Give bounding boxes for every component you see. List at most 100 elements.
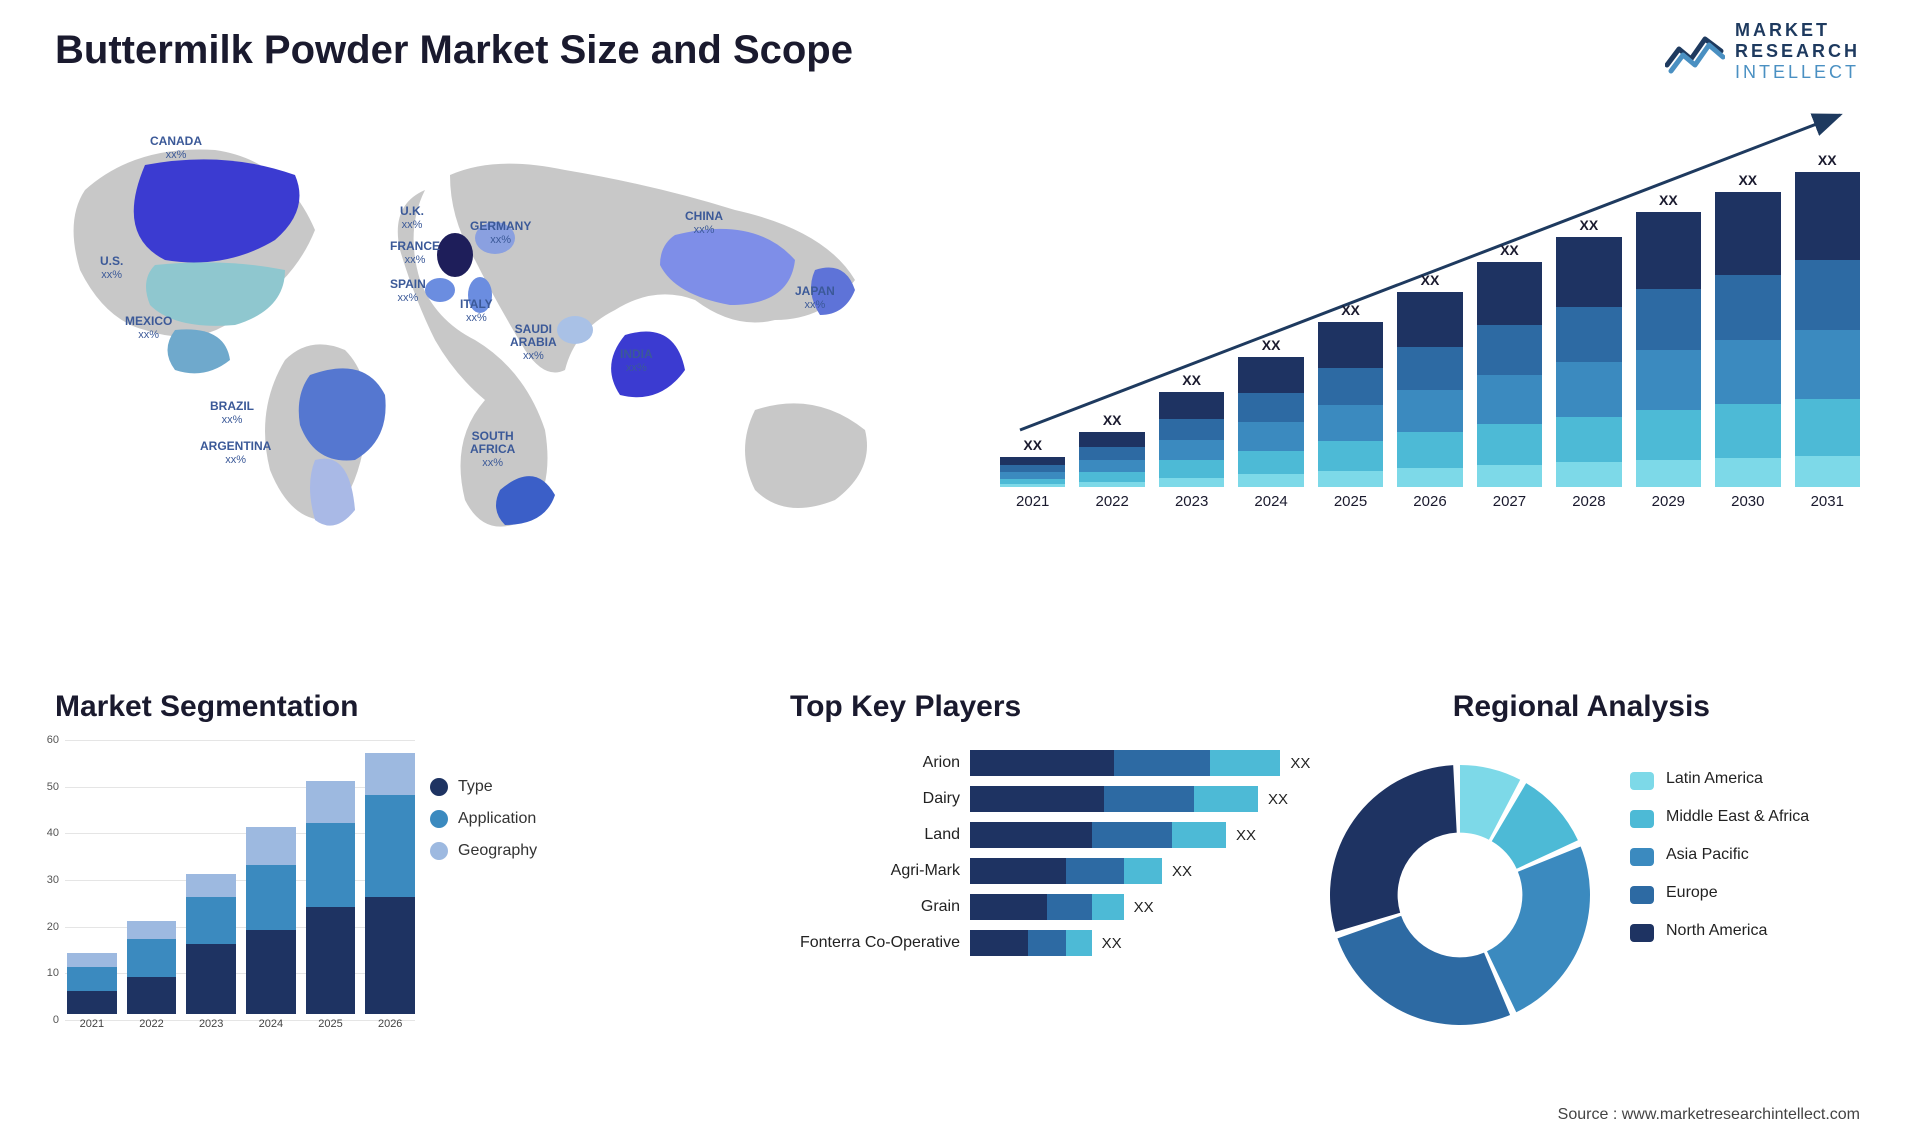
legend-label: Geography xyxy=(458,842,537,860)
region-legend-item: North America xyxy=(1630,922,1860,942)
map-label-south-africa: SOUTHAFRICAxx% xyxy=(470,430,515,470)
segmentation-legend: Type Application Geography xyxy=(430,778,537,874)
map-label-spain: SPAINxx% xyxy=(390,278,426,304)
map-label-japan: JAPANxx% xyxy=(795,285,835,311)
logo-text-1: MARKET xyxy=(1735,20,1860,41)
legend-label: Type xyxy=(458,778,493,796)
growth-bar-year: 2028 xyxy=(1572,493,1605,510)
growth-bar-2031: XX 2031 xyxy=(1795,152,1860,510)
regional-legend: Latin America Middle East & Africa Asia Pa… xyxy=(1630,770,1860,960)
region-legend-item: Asia Pacific xyxy=(1630,846,1860,866)
map-label-saudi-arabia: SAUDIARABIAxx% xyxy=(510,323,557,363)
seg-legend-item: Application xyxy=(430,810,537,828)
keyplayer-label: Agri-Mark xyxy=(780,862,970,880)
seg-bar-year: 2021 xyxy=(80,1018,104,1030)
keyplayer-value: XX xyxy=(1290,755,1310,772)
region-legend-label: Latin America xyxy=(1666,770,1763,788)
seg-ytick: 50 xyxy=(35,781,59,793)
segmentation-heading: Market Segmentation xyxy=(55,690,358,724)
legend-dot xyxy=(430,810,448,828)
segmentation-chart: 202120222023202420252026 0102030405060 xyxy=(35,740,415,1060)
keyplayer-value: XX xyxy=(1236,827,1256,844)
growth-bar-2022: XX2022 xyxy=(1079,412,1144,510)
growth-bar-value: XX xyxy=(1580,217,1599,233)
region-legend-item: Middle East & Africa xyxy=(1630,808,1860,828)
growth-bar-year: 2030 xyxy=(1731,493,1764,510)
seg-legend-item: Geography xyxy=(430,842,537,860)
growth-bar-value: XX xyxy=(1818,152,1837,168)
world-map-svg xyxy=(55,120,935,540)
growth-bar-value: XX xyxy=(1738,172,1757,188)
keyplayer-label: Dairy xyxy=(780,790,970,808)
keyplayer-value: XX xyxy=(1172,863,1192,880)
donut-slice xyxy=(1487,847,1590,1013)
region-legend-label: North America xyxy=(1666,922,1767,940)
keyplayer-value: XX xyxy=(1134,899,1154,916)
growth-bar-value: XX xyxy=(1500,242,1519,258)
growth-bar-value: XX xyxy=(1659,192,1678,208)
seg-bar-2025: 2025 xyxy=(306,781,356,1030)
keyplayer-row: Dairy XX xyxy=(780,786,1320,812)
seg-bar-2026: 2026 xyxy=(365,753,415,1030)
growth-bar-year: 2031 xyxy=(1811,493,1844,510)
growth-chart: XX2021XX2022XX2023XX2024XX2025XX2026XX20… xyxy=(1000,120,1860,540)
legend-label: Application xyxy=(458,810,536,828)
world-map: CANADAxx%U.S.xx%MEXICOxx%BRAZILxx%ARGENT… xyxy=(55,120,935,540)
region-legend-label: Middle East & Africa xyxy=(1666,808,1809,826)
keyplayers-chart: ArionXXDairyXXLandXXAgri-MarkXXGrainXXFo… xyxy=(780,750,1320,966)
logo-text-2: RESEARCH xyxy=(1735,41,1860,62)
growth-bar-value: XX xyxy=(1023,437,1042,453)
seg-bar-year: 2022 xyxy=(139,1018,163,1030)
growth-bar-year: 2027 xyxy=(1493,493,1526,510)
growth-bar-2028: XX 2028 xyxy=(1556,217,1621,510)
seg-bar-2023: 2023 xyxy=(186,874,236,1030)
seg-bar-year: 2024 xyxy=(259,1018,283,1030)
seg-bar-2021: 2021 xyxy=(67,953,117,1030)
keyplayer-label: Grain xyxy=(780,898,970,916)
seg-ytick: 60 xyxy=(35,734,59,746)
growth-bar-value: XX xyxy=(1341,302,1360,318)
map-label-u-s-: U.S.xx% xyxy=(100,255,123,281)
keyplayers-heading: Top Key Players xyxy=(790,690,1021,724)
legend-swatch xyxy=(1630,886,1654,904)
map-label-u-k-: U.K.xx% xyxy=(400,205,424,231)
growth-bar-2029: XX2029 xyxy=(1636,192,1701,510)
seg-ytick: 10 xyxy=(35,967,59,979)
logo-icon xyxy=(1665,29,1725,75)
seg-ytick: 40 xyxy=(35,827,59,839)
seg-bar-year: 2023 xyxy=(199,1018,223,1030)
keyplayer-row: ArionXX xyxy=(780,750,1320,776)
regional-heading: Regional Analysis xyxy=(1453,690,1710,724)
map-label-argentina: ARGENTINAxx% xyxy=(200,440,271,466)
seg-ytick: 20 xyxy=(35,921,59,933)
growth-bar-2024: XX2024 xyxy=(1238,337,1303,510)
map-label-mexico: MEXICOxx% xyxy=(125,315,172,341)
growth-bar-value: XX xyxy=(1182,372,1201,388)
legend-swatch xyxy=(1630,772,1654,790)
region-legend-item: Latin America xyxy=(1630,770,1860,790)
growth-bar-year: 2025 xyxy=(1334,493,1367,510)
growth-bar-value: XX xyxy=(1262,337,1281,353)
map-label-italy: ITALYxx% xyxy=(460,298,493,324)
keyplayer-value: XX xyxy=(1102,935,1122,952)
legend-swatch xyxy=(1630,810,1654,828)
source-line: Source : www.marketresearchintellect.com xyxy=(1558,1106,1860,1124)
growth-bar-2023: XX 2023 xyxy=(1159,372,1224,510)
keyplayer-row: Fonterra Co-OperativeXX xyxy=(780,930,1320,956)
keyplayer-row: LandXX xyxy=(780,822,1320,848)
legend-dot xyxy=(430,778,448,796)
logo-text-3: INTELLECT xyxy=(1735,62,1860,83)
growth-bar-2026: XX2026 xyxy=(1397,272,1462,510)
seg-bar-year: 2026 xyxy=(378,1018,402,1030)
legend-swatch xyxy=(1630,924,1654,942)
regional-donut xyxy=(1310,745,1610,1045)
seg-ytick: 0 xyxy=(35,1014,59,1026)
growth-bar-year: 2023 xyxy=(1175,493,1208,510)
keyplayer-value: XX xyxy=(1268,791,1288,808)
map-label-china: CHINAxx% xyxy=(685,210,723,236)
legend-dot xyxy=(430,842,448,860)
map-label-france: FRANCExx% xyxy=(390,240,440,266)
map-label-canada: CANADAxx% xyxy=(150,135,202,161)
growth-bar-year: 2021 xyxy=(1016,493,1049,510)
region-legend-label: Europe xyxy=(1666,884,1718,902)
